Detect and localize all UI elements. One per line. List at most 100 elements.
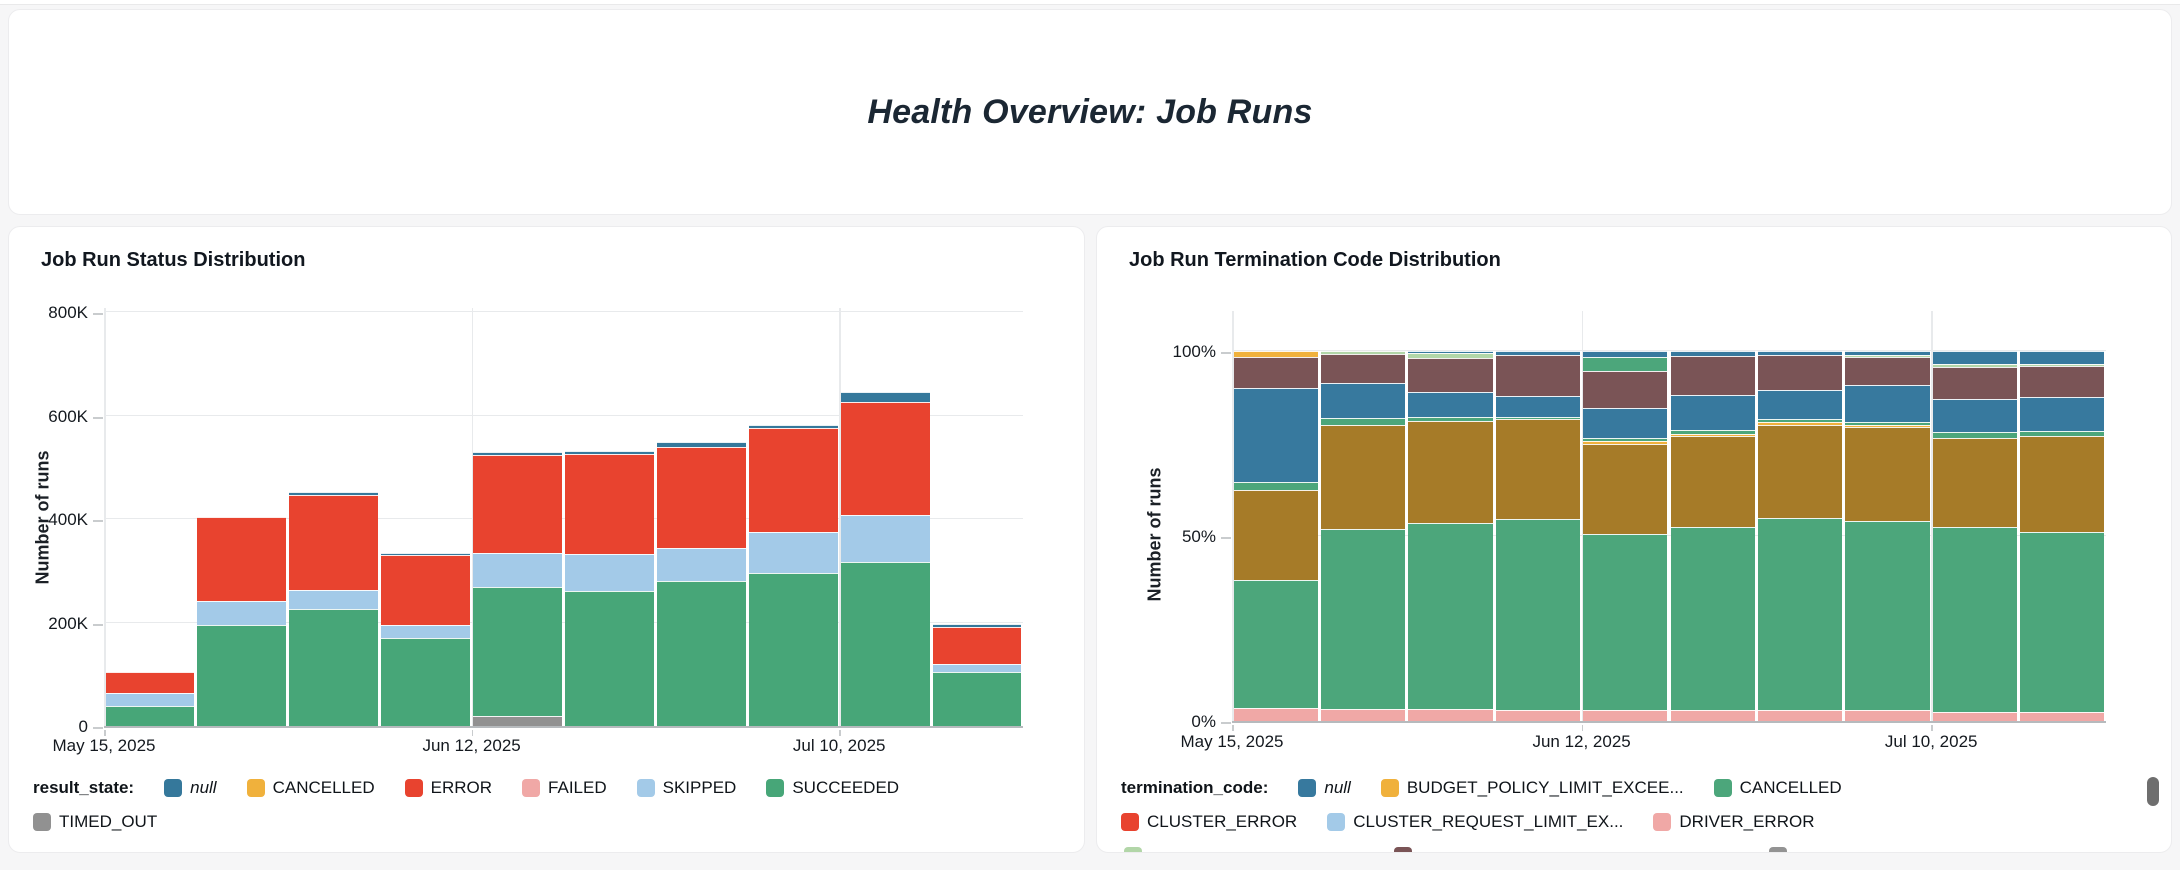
- bar-segment-skipped[interactable]: [197, 601, 287, 626]
- bar-segment-succeeded[interactable]: [748, 573, 838, 726]
- bar-segment-unlabeled-maroon[interactable]: [1670, 355, 1755, 396]
- bar-segment-unlabeled-olive[interactable]: [1845, 426, 1930, 522]
- legend-item-cluster_error[interactable]: CLUSTER_ERROR: [1121, 812, 1297, 832]
- legend-swatch-clipped[interactable]: [1124, 847, 1142, 852]
- bar-segment-succeeded[interactable]: [105, 706, 195, 726]
- bar-segment-cancelled[interactable]: [1583, 534, 1668, 710]
- bar-segment-driver_error[interactable]: [1757, 709, 1843, 721]
- bar-segment-null[interactable]: [1408, 391, 1493, 417]
- bar-segment-error[interactable]: [656, 447, 746, 548]
- bar-segment-skipped[interactable]: [656, 548, 746, 582]
- stacked-bar[interactable]: [1757, 351, 1843, 721]
- stacked-bar[interactable]: [1320, 351, 1406, 721]
- stacked-bar[interactable]: [840, 392, 930, 726]
- bar-segment-driver_error[interactable]: [2020, 711, 2105, 721]
- bar-segment-unlabeled-lightgreen[interactable]: [1845, 355, 1930, 358]
- bar-segment-unlabeled-green[interactable]: [1932, 432, 2018, 438]
- bar-segment-driver_error[interactable]: [1845, 709, 1930, 721]
- bar-segment-null[interactable]: [381, 552, 471, 555]
- stacked-bar[interactable]: [932, 624, 1022, 726]
- bar-segment-skipped[interactable]: [381, 625, 471, 639]
- legend-swatch-clipped[interactable]: [1394, 847, 1412, 852]
- bar-segment-succeeded[interactable]: [289, 608, 379, 726]
- bar-segment-unlabeled-maroon[interactable]: [1932, 366, 2018, 400]
- bar-segment-null[interactable]: [1233, 388, 1318, 483]
- bar-segment-error[interactable]: [565, 453, 654, 554]
- bar-segment-unlabeled-green[interactable]: [1408, 416, 1493, 422]
- bar-segment-error[interactable]: [105, 671, 195, 693]
- bar-segment-timed_out[interactable]: [473, 716, 562, 726]
- stacked-bar[interactable]: [1932, 351, 2018, 721]
- bar-segment-null[interactable]: [1320, 382, 1406, 418]
- bar-segment-driver_error[interactable]: [1932, 711, 2018, 721]
- stacked-bar[interactable]: [197, 516, 287, 726]
- stacked-bar[interactable]: [1233, 351, 1318, 721]
- bar-segment-driver_error[interactable]: [1233, 708, 1318, 721]
- legend-item-cancelled[interactable]: CANCELLED: [1713, 778, 1842, 798]
- bar-segment-driver_error[interactable]: [1670, 709, 1755, 721]
- bar-segment-succeeded[interactable]: [932, 671, 1022, 726]
- bar-segment-unlabeled-green[interactable]: [1845, 422, 1930, 426]
- bar-segment-error[interactable]: [289, 495, 379, 590]
- legend-item-cancelled[interactable]: CANCELLED: [246, 778, 375, 798]
- bar-segment-unlabeled-yellow[interactable]: [1583, 440, 1668, 444]
- bar-segment-unlabeled-maroon[interactable]: [1583, 371, 1668, 409]
- bar-segment-unlabeled-green[interactable]: [2020, 430, 2105, 437]
- bar-segment-succeeded[interactable]: [565, 591, 654, 726]
- bar-segment-skipped[interactable]: [748, 531, 838, 574]
- bar-segment-unlabeled-olive[interactable]: [1583, 443, 1668, 535]
- bar-segment-driver_error[interactable]: [1495, 709, 1581, 721]
- stacked-bar[interactable]: [1583, 351, 1668, 721]
- bar-segment-driver_error[interactable]: [1408, 709, 1493, 721]
- bar-segment-driver_error[interactable]: [1583, 709, 1668, 721]
- legend-item-failed[interactable]: FAILED: [522, 778, 607, 798]
- bar-segment-null[interactable]: [748, 425, 838, 428]
- bar-segment-error[interactable]: [840, 401, 930, 516]
- bar-segment-error[interactable]: [197, 516, 287, 602]
- stacked-bar[interactable]: [381, 552, 471, 726]
- bar-segment-unlabeled-maroon[interactable]: [1495, 355, 1581, 397]
- bar-segment-unlabeled-olive[interactable]: [2020, 436, 2105, 533]
- bar-segment-unlabeled-olive[interactable]: [1408, 421, 1493, 524]
- stacked-bar[interactable]: [289, 492, 379, 726]
- stacked-bar[interactable]: [2020, 351, 2105, 721]
- bar-segment-unlabeled-blue[interactable]: [1408, 351, 1493, 353]
- bar-segment-skipped[interactable]: [840, 515, 930, 562]
- bar-segment-unlabeled-yellow[interactable]: [1845, 425, 1930, 427]
- stacked-bar[interactable]: [565, 451, 654, 726]
- stacked-bar[interactable]: [1408, 351, 1493, 721]
- bar-segment-cancelled[interactable]: [2020, 532, 2105, 712]
- bar-segment-skipped[interactable]: [932, 663, 1022, 672]
- bar-segment-unlabeled-green[interactable]: [1583, 437, 1668, 441]
- stacked-bar[interactable]: [105, 671, 195, 726]
- bar-segment-unlabeled-maroon[interactable]: [1757, 355, 1843, 390]
- bar-segment-null[interactable]: [1757, 389, 1843, 420]
- bar-segment-null[interactable]: [289, 492, 379, 496]
- legend-item-driver_error[interactable]: DRIVER_ERROR: [1653, 812, 1814, 832]
- bar-segment-null[interactable]: [1583, 408, 1668, 438]
- bar-segment-null[interactable]: [473, 452, 562, 455]
- bar-segment-unlabeled-yellow[interactable]: [1233, 351, 1318, 357]
- bar-segment-unlabeled-maroon[interactable]: [1320, 354, 1406, 383]
- bar-segment-unlabeled-lightgreen[interactable]: [2020, 364, 2105, 366]
- bar-segment-unlabeled-lightgreen[interactable]: [1408, 352, 1493, 359]
- bar-segment-cancelled[interactable]: [1320, 528, 1406, 710]
- bar-segment-cancelled[interactable]: [1932, 526, 2018, 712]
- bar-segment-null[interactable]: [2020, 397, 2105, 431]
- bar-segment-error[interactable]: [473, 454, 562, 553]
- bar-segment-unlabeled-green2[interactable]: [1583, 357, 1668, 372]
- bar-segment-driver_error[interactable]: [1320, 709, 1406, 721]
- bar-segment-cancelled[interactable]: [1757, 517, 1843, 710]
- bar-segment-unlabeled-olive[interactable]: [1670, 436, 1755, 527]
- bar-segment-error[interactable]: [932, 626, 1022, 664]
- bar-segment-unlabeled-maroon[interactable]: [2020, 365, 2105, 398]
- bar-segment-unlabeled-olive[interactable]: [1495, 419, 1581, 520]
- bar-segment-succeeded[interactable]: [473, 586, 562, 717]
- bar-segment-unlabeled-blue[interactable]: [2020, 351, 2105, 364]
- stacked-bar[interactable]: [748, 425, 838, 726]
- bar-segment-null[interactable]: [656, 441, 746, 448]
- bar-segment-unlabeled-green[interactable]: [1233, 482, 1318, 490]
- bar-segment-skipped[interactable]: [565, 553, 654, 592]
- bar-segment-unlabeled-lightgreen[interactable]: [1932, 363, 2018, 367]
- bar-segment-null[interactable]: [1932, 399, 2018, 433]
